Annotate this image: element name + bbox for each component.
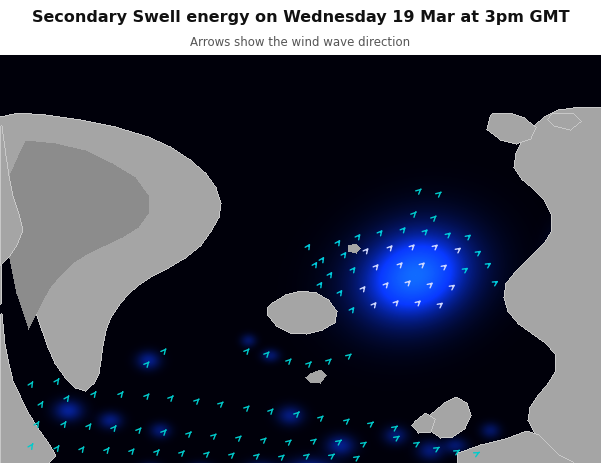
Text: Arrows show the wind wave direction: Arrows show the wind wave direction <box>191 37 410 50</box>
Text: Secondary Swell energy on Wednesday 19 Mar at 3pm GMT: Secondary Swell energy on Wednesday 19 M… <box>32 10 569 25</box>
